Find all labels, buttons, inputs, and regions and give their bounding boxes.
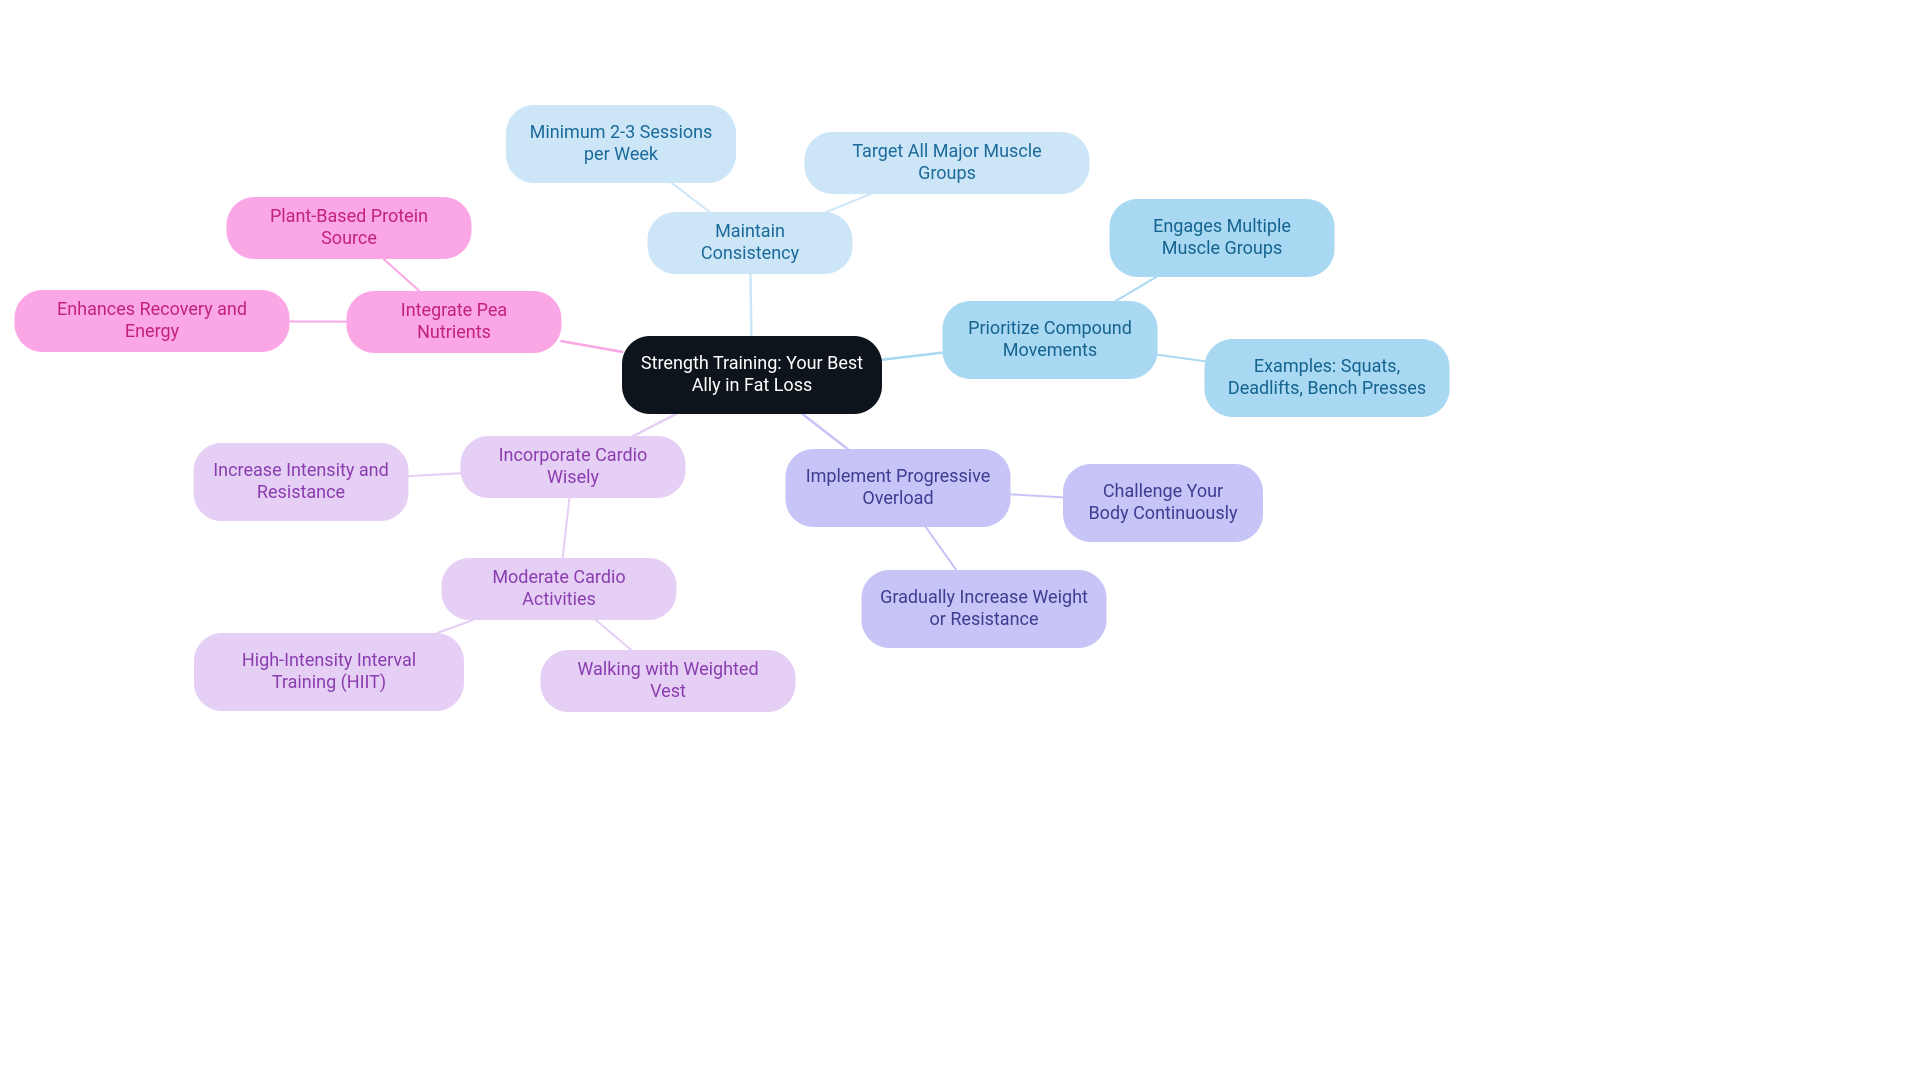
node-label: Implement Progressive Overload xyxy=(804,466,993,511)
node-examples: Examples: Squats, Deadlifts, Bench Press… xyxy=(1205,339,1450,417)
edge xyxy=(384,259,420,291)
edge xyxy=(409,473,461,476)
node-label: Incorporate Cardio Wisely xyxy=(479,445,668,490)
edge xyxy=(1116,277,1156,301)
node-label: High-Intensity Interval Training (HIIT) xyxy=(212,650,446,695)
edge xyxy=(672,183,710,212)
node-walking: Walking with Weighted Vest xyxy=(541,650,796,712)
node-label: Enhances Recovery and Energy xyxy=(33,299,272,344)
edge xyxy=(437,620,473,633)
edge xyxy=(1158,355,1205,361)
node-label: Maintain Consistency xyxy=(666,221,835,266)
node-label: Target All Major Muscle Groups xyxy=(823,141,1072,186)
node-label: Engages Multiple Muscle Groups xyxy=(1128,216,1317,261)
edge xyxy=(926,527,957,570)
node-label: Gradually Increase Weight or Resistance xyxy=(880,587,1089,632)
node-label: Challenge Your Body Continuously xyxy=(1081,481,1245,526)
node-challenge: Challenge Your Body Continuously xyxy=(1063,464,1263,542)
node-root: Strength Training: Your Best Ally in Fat… xyxy=(622,336,882,414)
node-label: Walking with Weighted Vest xyxy=(559,659,778,704)
edge xyxy=(826,194,870,212)
edge xyxy=(596,620,632,650)
node-plant: Plant-Based Protein Source xyxy=(227,197,472,259)
node-cardio: Incorporate Cardio Wisely xyxy=(461,436,686,498)
node-compound: Prioritize Compound Movements xyxy=(943,301,1158,379)
node-intensity: Increase Intensity and Resistance xyxy=(194,443,409,521)
node-recovery: Enhances Recovery and Energy xyxy=(15,290,290,352)
node-label: Strength Training: Your Best Ally in Fat… xyxy=(640,353,864,398)
edge xyxy=(750,274,751,336)
node-label: Examples: Squats, Deadlifts, Bench Press… xyxy=(1223,356,1432,401)
node-label: Integrate Pea Nutrients xyxy=(365,300,544,345)
node-hiit: High-Intensity Interval Training (HIIT) xyxy=(194,633,464,711)
edge xyxy=(882,353,943,360)
node-label: Prioritize Compound Movements xyxy=(961,318,1140,363)
node-moderate: Moderate Cardio Activities xyxy=(442,558,677,620)
node-label: Increase Intensity and Resistance xyxy=(212,460,391,505)
edge xyxy=(802,414,847,449)
node-target: Target All Major Muscle Groups xyxy=(805,132,1090,194)
node-pea: Integrate Pea Nutrients xyxy=(347,291,562,353)
edge xyxy=(562,341,623,352)
node-engages: Engages Multiple Muscle Groups xyxy=(1110,199,1335,277)
node-overload: Implement Progressive Overload xyxy=(786,449,1011,527)
node-gradually: Gradually Increase Weight or Resistance xyxy=(862,570,1107,648)
edge xyxy=(1011,494,1064,497)
node-label: Moderate Cardio Activities xyxy=(460,567,659,612)
node-label: Plant-Based Protein Source xyxy=(245,206,454,251)
node-label: Minimum 2-3 Sessions per Week xyxy=(524,122,718,167)
node-consistency: Maintain Consistency xyxy=(648,212,853,274)
edge xyxy=(563,498,570,558)
node-sessions: Minimum 2-3 Sessions per Week xyxy=(506,105,736,183)
edge xyxy=(633,414,676,436)
mindmap-canvas: Strength Training: Your Best Ally in Fat… xyxy=(0,0,1920,1083)
